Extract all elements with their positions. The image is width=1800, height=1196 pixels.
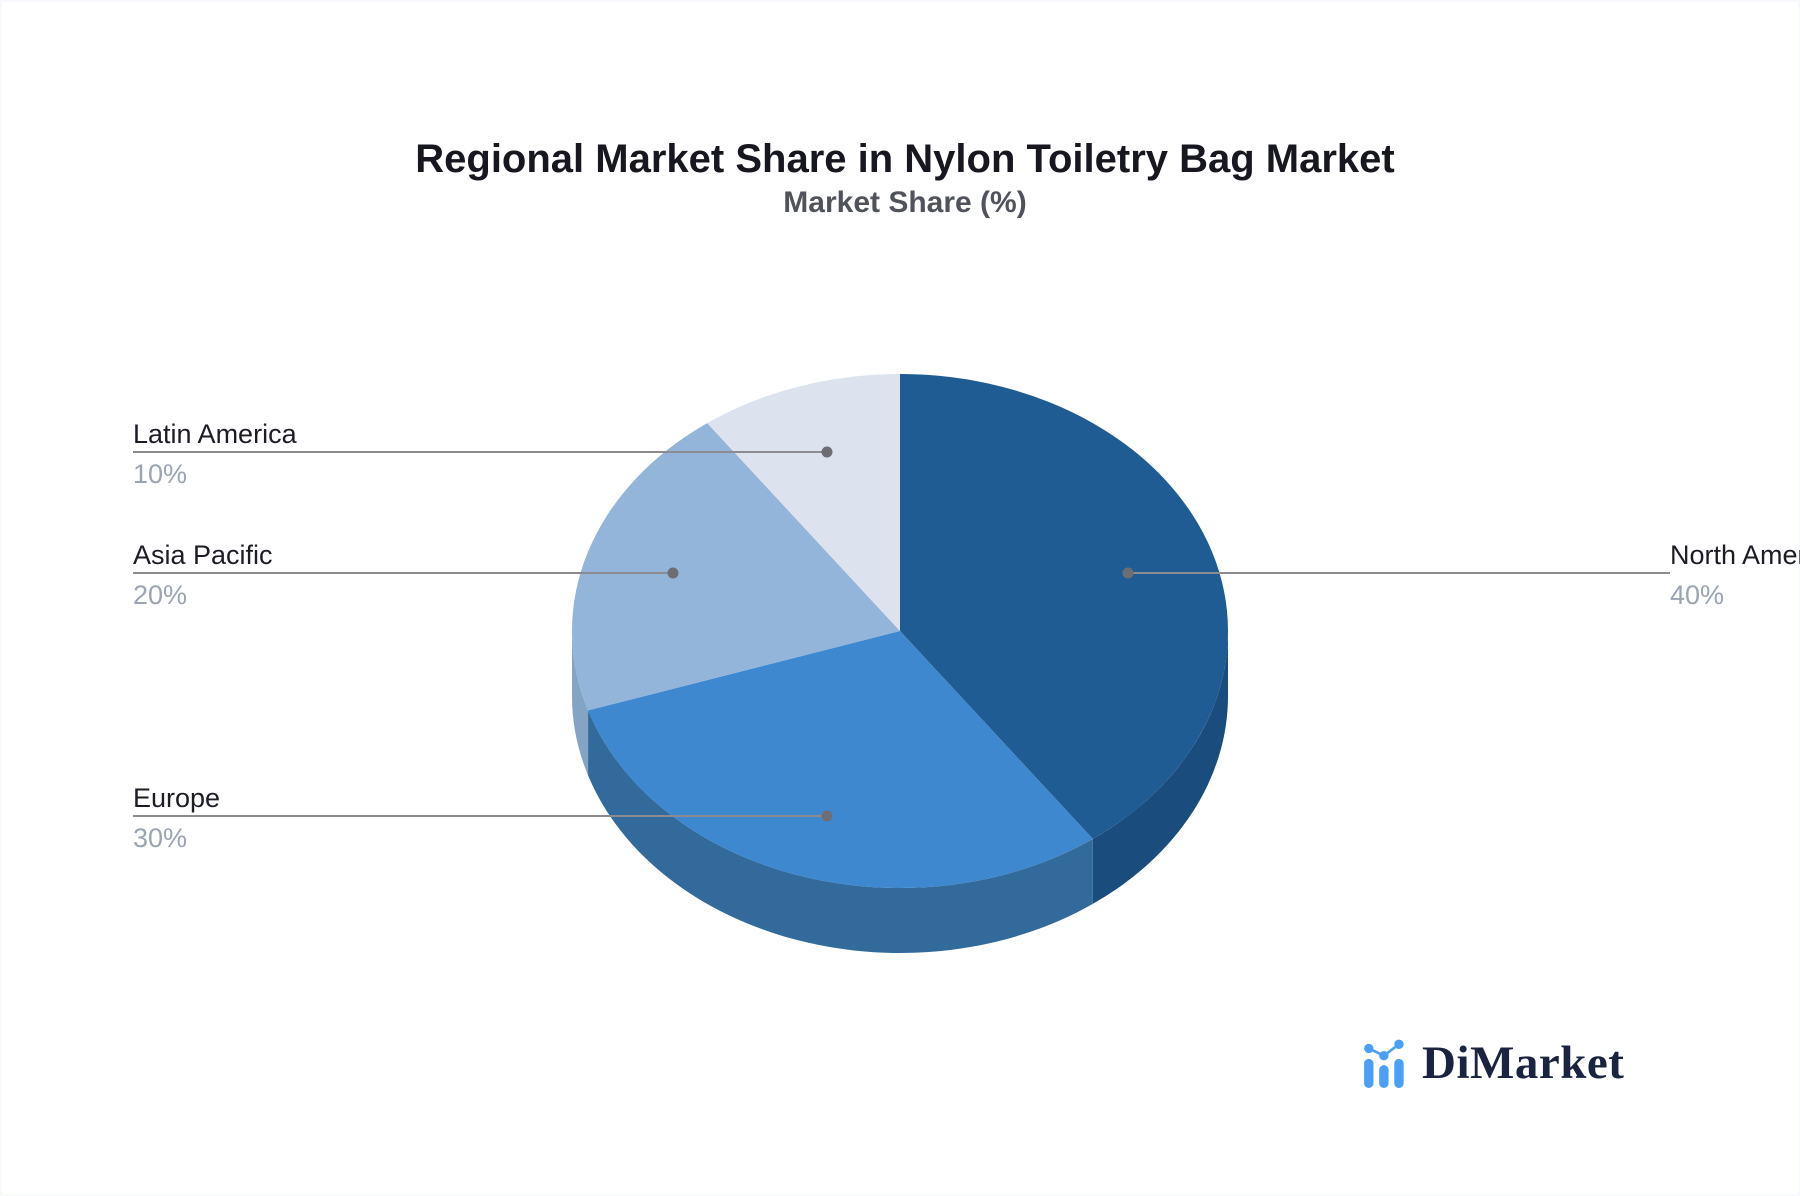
slice-label-latin-america: Latin America [133,419,297,449]
logo-bar-1 [1364,1058,1374,1088]
brand-logo[interactable]: DiMarket [1364,1036,1624,1090]
pie-rim-europe [588,710,1093,953]
slice-label-europe: Europe [133,783,221,813]
pie-slice-north-america[interactable] [900,374,1228,839]
leader-dot-asia-pacific [667,567,679,579]
chart-title: Regional Market Share in Nylon Toiletry … [415,137,1395,181]
slice-value-europe: 30% [133,823,188,853]
logo-dot-3 [1394,1039,1404,1049]
slice-value-asia-pacific: 20% [133,580,188,610]
logo-bar-2 [1379,1065,1389,1088]
logo-bar-3 [1394,1058,1404,1088]
pie-slice-latin-america[interactable] [707,374,900,631]
leader-dot-europe [821,810,833,822]
logo-dot-1 [1364,1043,1374,1054]
leader-dot-latin-america [821,446,833,458]
slice-label-asia-pacific: Asia Pacific [133,540,273,570]
slice-value-latin-america: 10% [133,459,188,489]
pie-slice-europe[interactable] [588,631,1093,888]
chart-subtitle: Market Share (%) [783,186,1027,219]
leader-dot-north-america [1122,567,1134,579]
pie-slice-asia-pacific[interactable] [571,423,900,711]
logo-dot-2 [1379,1051,1389,1061]
brand-logo-text: DiMarket [1422,1037,1625,1089]
pie-rim-north-america [1092,631,1228,904]
pie-rim-asia-pacific [572,631,589,776]
bar-chart-trend-icon [1364,1039,1404,1088]
